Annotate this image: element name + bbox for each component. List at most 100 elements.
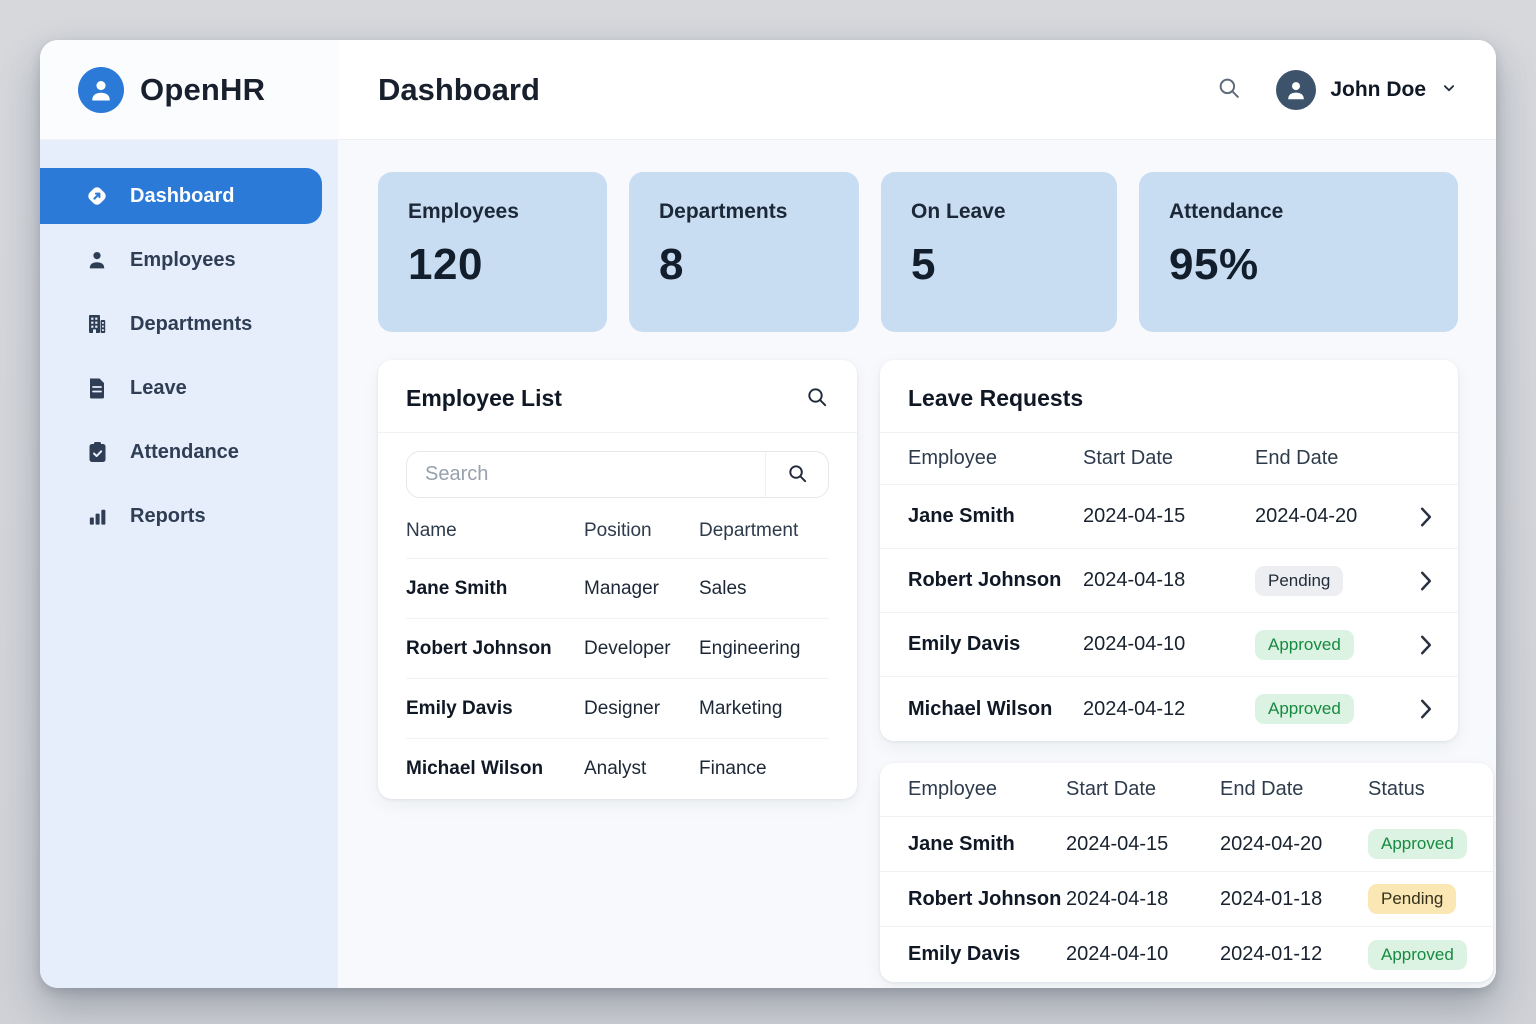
employee-search-input[interactable] bbox=[407, 452, 765, 497]
leave-request-row[interactable]: Robert Johnson 2024-04-18 Pending bbox=[880, 549, 1458, 613]
employee-row: Emily Davis Designer Marketing bbox=[406, 679, 829, 739]
column-header: Employee bbox=[908, 778, 997, 800]
stat-value: 8 bbox=[659, 240, 684, 289]
sidebar-item-reports[interactable]: Reports bbox=[40, 488, 322, 544]
employee-position: Developer bbox=[584, 637, 671, 659]
leave-employee: Emily Davis bbox=[908, 633, 1021, 655]
leave-employee: Robert Johnson bbox=[908, 887, 1062, 910]
status-badge: Approved bbox=[1255, 629, 1354, 660]
chevron-right-icon bbox=[1405, 570, 1434, 592]
leave-status-table-card: Employee Start Date End Date Status Jane… bbox=[880, 763, 1493, 982]
search-icon bbox=[1216, 75, 1242, 104]
avatar bbox=[1276, 69, 1317, 110]
search-icon bbox=[786, 462, 809, 488]
top-bar: Dashboard John Doe bbox=[338, 40, 1496, 140]
stat-card-on-leave: On Leave 5 bbox=[881, 172, 1117, 332]
leave-start-date: 2024-04-18 bbox=[1083, 569, 1186, 591]
stat-label: Employees bbox=[408, 200, 519, 223]
stat-value: 95% bbox=[1169, 240, 1259, 289]
leave-employee: Jane Smith bbox=[908, 832, 1015, 855]
clipboard-check-icon bbox=[84, 439, 110, 465]
employee-name: Robert Johnson bbox=[406, 637, 552, 659]
sidebar-item-employees[interactable]: Employees bbox=[40, 232, 322, 288]
status-badge: Pending bbox=[1255, 565, 1344, 596]
leave-employee: Jane Smith bbox=[908, 505, 1015, 527]
leave-start-date: 2024-04-10 bbox=[1066, 943, 1169, 965]
column-header: Department bbox=[699, 520, 799, 541]
stat-card-attendance: Attendance 95% bbox=[1139, 172, 1458, 332]
column-header: End Date bbox=[1255, 447, 1339, 469]
sidebar-item-departments[interactable]: Departments bbox=[40, 296, 322, 352]
column-header: Employee bbox=[908, 447, 997, 469]
stat-value: 120 bbox=[408, 240, 483, 289]
employee-list-card: Employee List bbox=[378, 360, 857, 799]
sidebar-item-label: Reports bbox=[130, 504, 206, 527]
employee-name: Emily Davis bbox=[406, 697, 513, 719]
sidebar-item-label: Departments bbox=[130, 312, 253, 335]
page-title: Dashboard bbox=[378, 71, 540, 107]
brand-header: OpenHR bbox=[40, 40, 338, 140]
sidebar-item-label: Employees bbox=[130, 248, 236, 271]
leave-start-date: 2024-04-15 bbox=[1066, 832, 1169, 855]
chevron-right-icon bbox=[1405, 506, 1434, 528]
leave-request-row[interactable]: Emily Davis 2024-04-10 Approved bbox=[880, 613, 1458, 677]
stat-card-employees: Employees 120 bbox=[378, 172, 607, 332]
leave-employee: Michael Wilson bbox=[908, 697, 1053, 720]
employee-department: Finance bbox=[699, 758, 767, 779]
sidebar-item-leave[interactable]: Leave bbox=[40, 360, 322, 416]
employee-name: Jane Smith bbox=[406, 577, 508, 599]
leave-requests-card: Leave Requests Employee Start Date End D… bbox=[880, 360, 1458, 741]
user-name: John Doe bbox=[1330, 77, 1426, 101]
leave-start-date: 2024-04-18 bbox=[1066, 887, 1169, 910]
stat-card-departments: Departments 8 bbox=[629, 172, 859, 332]
user-menu[interactable]: John Doe bbox=[1276, 69, 1458, 110]
employee-department: Sales bbox=[699, 577, 747, 599]
chevron-right-icon bbox=[1405, 698, 1434, 720]
column-header: Start Date bbox=[1083, 447, 1174, 469]
sidebar-item-dashboard[interactable]: Dashboard bbox=[40, 168, 322, 224]
sidebar-nav: Dashboard Employees Departments Leave bbox=[40, 168, 338, 552]
leave-end-date: 2024-04-20 bbox=[1220, 832, 1323, 855]
building-icon bbox=[84, 311, 110, 337]
employee-position: Analyst bbox=[584, 758, 647, 779]
bar-chart-icon bbox=[84, 503, 110, 529]
search-button[interactable] bbox=[1216, 75, 1242, 104]
leave-end-date: 2024-01-12 bbox=[1220, 943, 1323, 965]
sidebar-item-attendance[interactable]: Attendance bbox=[40, 424, 322, 480]
employee-table-header: Name Position Department bbox=[406, 498, 829, 559]
employee-list-search-button[interactable] bbox=[805, 385, 829, 412]
leave-request-row[interactable]: Jane Smith 2024-04-15 2024-04-20 bbox=[880, 485, 1458, 549]
leave-start-date: 2024-04-10 bbox=[1083, 633, 1186, 655]
employee-list-title: Employee List bbox=[406, 385, 562, 411]
employee-name: Michael Wilson bbox=[406, 758, 544, 779]
column-header: Name bbox=[406, 520, 457, 541]
openhr-logo-icon bbox=[78, 66, 124, 113]
leave-employee: Robert Johnson bbox=[908, 569, 1062, 591]
employee-search-box bbox=[406, 451, 829, 498]
brand-name: OpenHR bbox=[140, 71, 266, 107]
app-window: OpenHR Dashboard Employees Departments bbox=[40, 40, 1496, 988]
stat-value: 5 bbox=[911, 240, 936, 289]
sidebar-item-label: Dashboard bbox=[130, 184, 235, 207]
employee-search-submit-button[interactable] bbox=[765, 452, 828, 497]
employee-department: Engineering bbox=[699, 637, 801, 659]
employee-department: Marketing bbox=[699, 697, 783, 719]
status-badge: Approved bbox=[1255, 694, 1354, 724]
column-header: Status bbox=[1368, 778, 1425, 800]
leave-end-date: 2024-01-18 bbox=[1220, 887, 1323, 910]
column-header: Position bbox=[584, 520, 652, 541]
leave-table-row: Emily Davis 2024-04-10 2024-01-12 Approv… bbox=[880, 927, 1493, 982]
sidebar-item-label: Leave bbox=[130, 376, 187, 399]
employee-row: Jane Smith Manager Sales bbox=[406, 559, 829, 619]
employee-position: Designer bbox=[584, 697, 661, 719]
column-header: Start Date bbox=[1066, 778, 1157, 800]
employee-position: Manager bbox=[584, 577, 659, 599]
leave-request-row[interactable]: Michael Wilson 2024-04-12 Approved bbox=[880, 677, 1458, 741]
leave-table-row: Jane Smith 2024-04-15 2024-04-20 Approve… bbox=[880, 817, 1493, 872]
leave-start-date: 2024-04-15 bbox=[1083, 505, 1186, 527]
chevron-right-icon bbox=[1405, 634, 1434, 656]
employee-row: Robert Johnson Developer Engineering bbox=[406, 619, 829, 679]
status-badge: Approved bbox=[1368, 939, 1467, 970]
leave-start-date: 2024-04-12 bbox=[1083, 697, 1186, 720]
status-badge: Approved bbox=[1368, 829, 1467, 859]
